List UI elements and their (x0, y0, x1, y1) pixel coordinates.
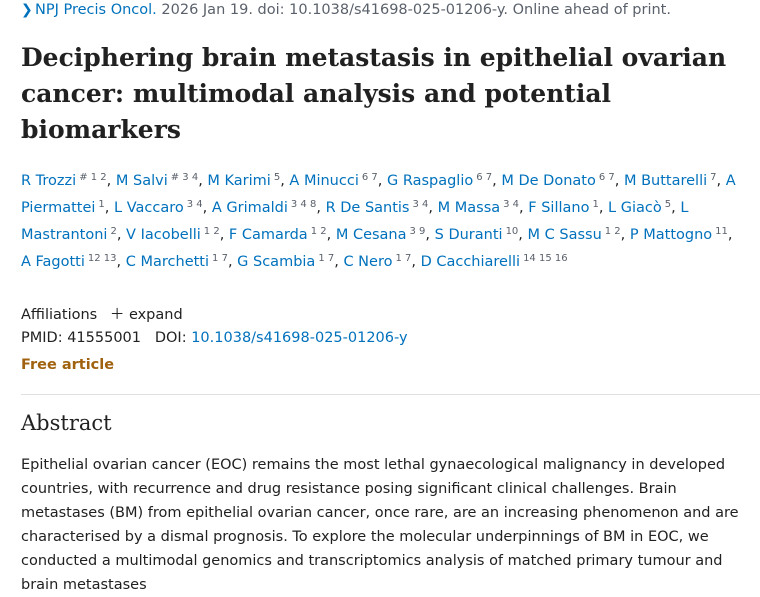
author-link[interactable]: L Giacò (608, 200, 662, 216)
affiliations-section: Affiliations ＋ expand (21, 303, 183, 324)
author-link[interactable]: M De Donato (501, 173, 596, 189)
citation-details: 2026 Jan 19. doi: 10.1038/s41698-025-012… (156, 2, 671, 18)
author-affiliation-numbers[interactable]: 2 (110, 226, 117, 237)
author-link[interactable]: F Sillano (528, 200, 590, 216)
author-affiliation-numbers[interactable]: 1 7 (318, 253, 335, 264)
author-affiliation-numbers[interactable]: 1 7 (212, 253, 228, 264)
author-link[interactable]: G Raspaglio (386, 173, 474, 189)
affiliations-label: Affiliations (21, 307, 98, 323)
chevron-right-icon[interactable]: ❯ (21, 2, 33, 18)
author-affiliation-numbers[interactable]: 6 7 (361, 172, 378, 183)
author-affiliation-numbers[interactable]: 12 13 (87, 253, 117, 264)
author-affiliation-numbers[interactable]: 3 4 (186, 199, 203, 210)
author-link[interactable]: V Iacobelli (126, 227, 201, 243)
author-separator: , (198, 173, 208, 189)
affiliations-expand-button[interactable]: ＋ expand (110, 307, 183, 323)
author-separator: , (106, 173, 116, 189)
section-divider (21, 394, 760, 395)
author-link[interactable]: P Mattogno (629, 227, 713, 243)
doi-label: DOI: (154, 330, 187, 346)
author-affiliation-numbers[interactable]: 3 4 8 (290, 199, 317, 210)
author-link[interactable]: M Buttarelli (623, 173, 708, 189)
author-separator: , (326, 227, 336, 243)
author-separator: , (598, 200, 609, 216)
author-affiliation-numbers[interactable]: 5 (273, 172, 281, 183)
authors-list: R Trozzi # 1 2, M Salvi # 3 4, M Karimi 5, … (21, 166, 746, 274)
article-title: Deciphering brain metastasis in epitheli… (21, 43, 727, 144)
author-affiliation-numbers[interactable]: 1 (592, 199, 599, 210)
author-affiliation-numbers[interactable]: 6 7 (476, 172, 493, 183)
author-link[interactable]: M Karimi (207, 173, 271, 189)
plus-icon: ＋ (109, 307, 125, 323)
pmid-value: 41555001 (67, 330, 142, 346)
author-affiliation-numbers[interactable]: 11 (715, 226, 728, 237)
author-affiliation-numbers[interactable]: 5 (664, 199, 672, 210)
author-affiliation-numbers[interactable]: 14 15 16 (523, 253, 568, 264)
author-link[interactable]: F Camarda (228, 227, 308, 243)
author-link[interactable]: A Fagotti (21, 254, 85, 270)
author-affiliation-numbers[interactable]: 3 9 (409, 226, 426, 237)
author-link[interactable]: M Cesana (335, 227, 407, 243)
pmid-label: PMID: (21, 330, 63, 346)
author-separator: , (727, 227, 733, 243)
author-separator: , (425, 227, 435, 243)
author-link[interactable]: M Massa (437, 200, 501, 216)
author-separator: , (411, 254, 421, 270)
abstract-heading: Abstract (21, 411, 112, 435)
author-link[interactable]: L Mastrantoni (21, 200, 689, 243)
author-link[interactable]: L Vaccaro (114, 200, 184, 216)
author-separator: , (116, 227, 127, 243)
author-separator: , (620, 227, 630, 243)
author-separator: , (227, 254, 238, 270)
journal-citation: ❯ NPJ Precis Oncol. 2026 Jan 19. doi: 10.… (21, 2, 671, 18)
author-affiliation-numbers[interactable]: # 3 4 (170, 172, 199, 183)
author-affiliation-numbers[interactable]: 1 2 (203, 226, 220, 237)
author-link[interactable]: C Nero (343, 254, 393, 270)
author-affiliation-numbers[interactable]: # 1 2 (79, 172, 107, 183)
author-affiliation-numbers[interactable]: 1 2 (604, 226, 621, 237)
author-link[interactable]: R Trozzi (21, 173, 77, 189)
author-link[interactable]: A Grimaldi (211, 200, 288, 216)
author-link[interactable]: C Marchetti (125, 254, 210, 270)
author-affiliation-numbers[interactable]: 3 4 (503, 199, 520, 210)
author-link[interactable]: A Piermattei (21, 173, 736, 216)
abstract-text: Epithelial ovarian cancer (EOC) remains … (21, 457, 739, 593)
author-separator: , (377, 173, 387, 189)
author-separator: , (202, 200, 212, 216)
author-link[interactable]: A Minucci (289, 173, 359, 189)
author-separator: , (280, 173, 290, 189)
identifiers: PMID: 41555001 DOI: 10.1038/s41698-025-0… (21, 330, 408, 346)
author-affiliation-numbers[interactable]: 1 2 (310, 226, 327, 237)
author-separator: , (518, 227, 528, 243)
free-article-badge: Free article (21, 357, 115, 373)
author-affiliation-numbers[interactable]: 7 (710, 172, 717, 183)
author-affiliation-numbers[interactable]: 1 7 (395, 253, 412, 264)
author-separator: , (492, 173, 502, 189)
author-link[interactable]: M Salvi (115, 173, 168, 189)
author-link[interactable]: G Scambia (237, 254, 316, 270)
author-affiliation-numbers[interactable]: 10 (505, 226, 519, 237)
author-link[interactable]: R De Santis (325, 200, 410, 216)
author-link[interactable]: S Duranti (434, 227, 503, 243)
expand-label: expand (128, 307, 183, 323)
author-separator: , (316, 200, 326, 216)
author-separator: , (219, 227, 229, 243)
author-separator: , (428, 200, 438, 216)
author-separator: , (334, 254, 344, 270)
author-link[interactable]: D Cacchiarelli (420, 254, 521, 270)
author-link[interactable]: M C Sassu (527, 227, 602, 243)
author-affiliation-numbers[interactable]: 1 (98, 199, 105, 210)
journal-link[interactable]: NPJ Precis Oncol. (35, 2, 157, 18)
article-page: ❯ NPJ Precis Oncol. 2026 Jan 19. doi: 10.… (21, 2, 760, 593)
author-separator: , (104, 200, 115, 216)
author-separator: , (671, 200, 681, 216)
author-separator: , (716, 173, 726, 189)
author-separator: , (519, 200, 529, 216)
author-affiliation-numbers[interactable]: 3 4 (412, 199, 429, 210)
author-separator: , (116, 254, 126, 270)
author-separator: , (614, 173, 624, 189)
doi-link[interactable]: 10.1038/s41698-025-01206-y (191, 330, 408, 346)
author-affiliation-numbers[interactable]: 6 7 (598, 172, 615, 183)
